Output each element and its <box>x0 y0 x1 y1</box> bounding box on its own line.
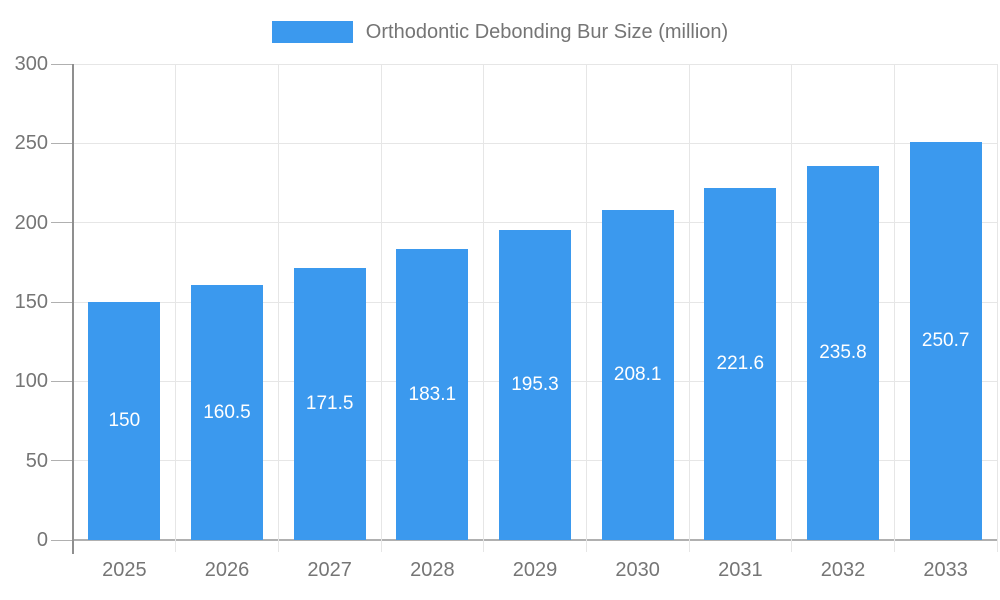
x-axis-tick <box>277 540 279 552</box>
h-gridline <box>73 222 997 224</box>
y-axis-label: 200 <box>14 211 48 234</box>
h-gridline <box>73 63 997 65</box>
bar-value-label: 195.3 <box>511 374 559 396</box>
y-axis-tick <box>51 539 73 541</box>
x-axis-tick <box>791 540 793 552</box>
v-gridline <box>277 64 279 540</box>
bar[interactable] <box>293 267 366 540</box>
bar-value-label: 221.6 <box>716 353 765 375</box>
bar[interactable] <box>191 285 263 540</box>
x-axis-tick <box>996 540 998 552</box>
bar-value-label: 171.5 <box>305 392 354 414</box>
bar-value-label: 160.5 <box>203 401 251 423</box>
v-gridline <box>996 64 998 540</box>
y-axis-label: 0 <box>36 529 48 551</box>
bar-value-label: 150 <box>108 410 141 431</box>
bar[interactable] <box>909 142 982 540</box>
x-axis-tick <box>380 540 382 552</box>
x-axis-label: 2026 <box>204 559 250 581</box>
x-axis-tick <box>893 540 895 552</box>
x-baseline <box>73 539 997 541</box>
x-axis-tick <box>483 540 485 552</box>
bar[interactable] <box>88 302 161 540</box>
bar[interactable] <box>499 230 571 540</box>
v-gridline <box>585 64 587 540</box>
y-axis-tick <box>51 142 73 144</box>
h-gridline <box>73 142 997 144</box>
y-axis-tick <box>51 222 73 224</box>
y-axis-label: 100 <box>14 370 48 393</box>
v-gridline <box>688 64 690 540</box>
x-axis-label: 2029 <box>512 559 558 581</box>
bar-value-label: 208.1 <box>613 363 662 385</box>
x-axis-label: 2027 <box>307 559 352 581</box>
y-axis-tick <box>51 380 73 382</box>
bar[interactable] <box>807 165 879 540</box>
y-axis-tick <box>51 63 73 65</box>
v-gridline <box>893 64 895 540</box>
bar[interactable] <box>601 209 674 540</box>
x-axis-label: 2031 <box>718 559 763 581</box>
bar-value-label: 183.1 <box>408 383 457 405</box>
v-gridline <box>380 64 382 540</box>
bar-value-label: 250.7 <box>921 330 970 352</box>
y-axis-tick <box>51 460 73 462</box>
x-axis-label: 2028 <box>410 559 455 581</box>
y-axis-label: 50 <box>25 449 48 472</box>
bar[interactable] <box>396 249 469 540</box>
legend-label: Orthodontic Debonding Bur Size (million) <box>365 20 729 43</box>
x-axis-label: 2030 <box>615 559 660 581</box>
x-axis-tick <box>585 540 587 552</box>
x-axis-tick <box>688 540 690 552</box>
plot-area: 0 50 100 150 200 250 300 150 2025 160.5 2026 171.5 2… <box>15 53 998 581</box>
x-axis-label: 2033 <box>923 559 968 581</box>
x-axis-tick <box>175 540 177 552</box>
y-axis-line <box>72 64 74 554</box>
y-axis-label: 150 <box>14 291 48 313</box>
v-gridline <box>175 64 177 540</box>
bar-value-label: 235.8 <box>819 341 867 363</box>
v-gridline <box>791 64 793 540</box>
x-axis-label: 2025 <box>102 559 147 581</box>
legend: Orthodontic Debonding Bur Size (million) <box>0 12 1000 52</box>
x-axis-label: 2032 <box>820 559 866 581</box>
v-gridline <box>483 64 485 540</box>
y-axis-tick <box>51 301 73 303</box>
y-axis-label: 300 <box>14 53 48 75</box>
legend-swatch[interactable] <box>271 21 353 43</box>
y-axis-label: 250 <box>14 132 48 155</box>
bar[interactable] <box>704 188 777 540</box>
